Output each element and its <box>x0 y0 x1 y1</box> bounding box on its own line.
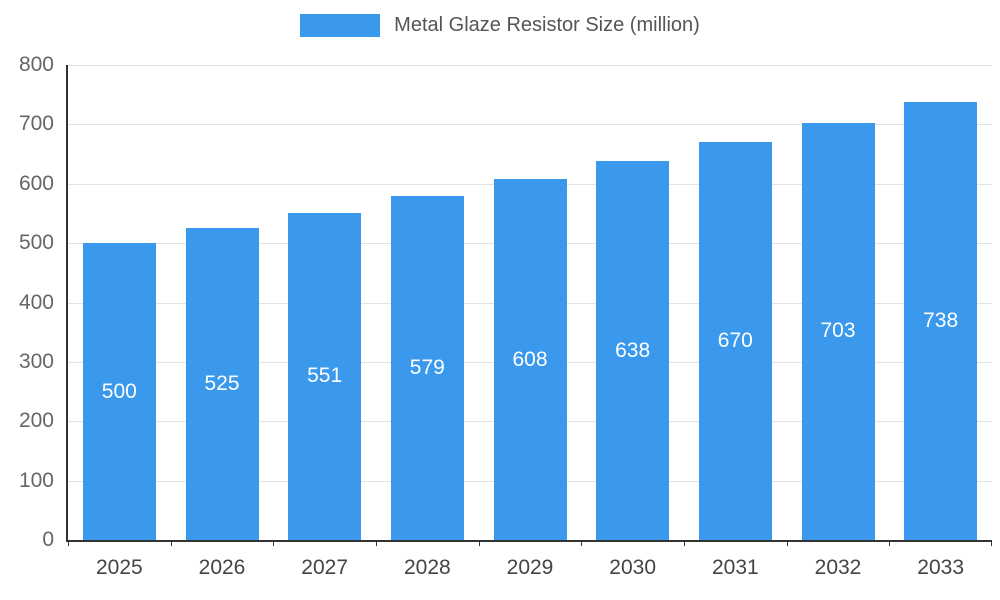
x-axis-tick-label: 2026 <box>198 556 246 579</box>
bar-2030: 638 <box>596 161 670 540</box>
x-axis-tick <box>68 540 69 546</box>
legend-label: Metal Glaze Resistor Size (million) <box>394 14 700 36</box>
y-axis-tick-label: 500 <box>18 231 54 255</box>
bar-2032: 703 <box>801 122 875 540</box>
bar-2029: 608 <box>493 179 567 540</box>
x-axis-tick <box>273 540 275 546</box>
x-axis-tick-label: 2033 <box>917 556 965 579</box>
y-axis-tick-label: 400 <box>18 290 54 314</box>
bar-2025: 500 <box>82 243 156 540</box>
bar-value-label: 738 <box>923 308 959 332</box>
bar-value-label: 608 <box>512 347 548 371</box>
y-axis-tick-label: 200 <box>18 409 54 433</box>
plot-area: 0 100 200 300 400 500 600 700 800 500 2025 525 2026 5… <box>19 53 992 579</box>
x-axis-tick-label: 2032 <box>814 556 862 579</box>
bar-value-label: 551 <box>307 364 343 388</box>
y-axis-tick-label: 700 <box>18 112 54 136</box>
bar-value-label: 638 <box>615 338 651 362</box>
bar-value-label: 525 <box>204 372 240 396</box>
bar-2026: 525 <box>185 228 259 540</box>
bar-value-label: 703 <box>820 319 856 343</box>
x-axis-tick <box>581 540 583 546</box>
bar-2027: 551 <box>288 212 362 540</box>
y-axis-tick-label: 0 <box>42 528 54 551</box>
x-axis-tick-label: 2029 <box>506 556 554 579</box>
x-axis-tick-label: 2031 <box>711 556 759 579</box>
x-axis-tick <box>170 540 172 546</box>
bar-2031: 670 <box>698 142 772 540</box>
x-axis-tick <box>786 540 788 546</box>
y-axis-tick-label: 100 <box>18 468 54 492</box>
bar-2033: 738 <box>904 101 978 540</box>
legend: Metal Glaze Resistor Size (million) <box>0 14 1000 37</box>
bar-value-label: 579 <box>409 356 445 380</box>
y-axis-tick-label: 600 <box>18 171 54 195</box>
y-axis-tick-label: 300 <box>18 349 54 373</box>
x-axis-tick-label: 2027 <box>301 556 349 579</box>
x-axis-tick <box>991 540 992 546</box>
y-axis-tick-label: 800 <box>18 53 54 76</box>
x-axis-tick <box>684 540 685 546</box>
x-axis-tick-label: 2030 <box>609 556 657 579</box>
bar-value-label: 500 <box>101 379 137 403</box>
gridline-y-800 <box>68 65 992 66</box>
x-axis-tick-label: 2028 <box>403 556 451 579</box>
x-axis-tick <box>478 540 480 546</box>
bar-value-label: 670 <box>717 329 753 353</box>
gridline-y-700 <box>68 124 992 126</box>
x-axis-tick <box>376 540 377 546</box>
legend-swatch-icon <box>300 14 381 37</box>
x-axis-tick-label: 2025 <box>95 556 143 579</box>
x-axis-tick <box>889 540 891 546</box>
bar-2028: 579 <box>390 196 464 540</box>
